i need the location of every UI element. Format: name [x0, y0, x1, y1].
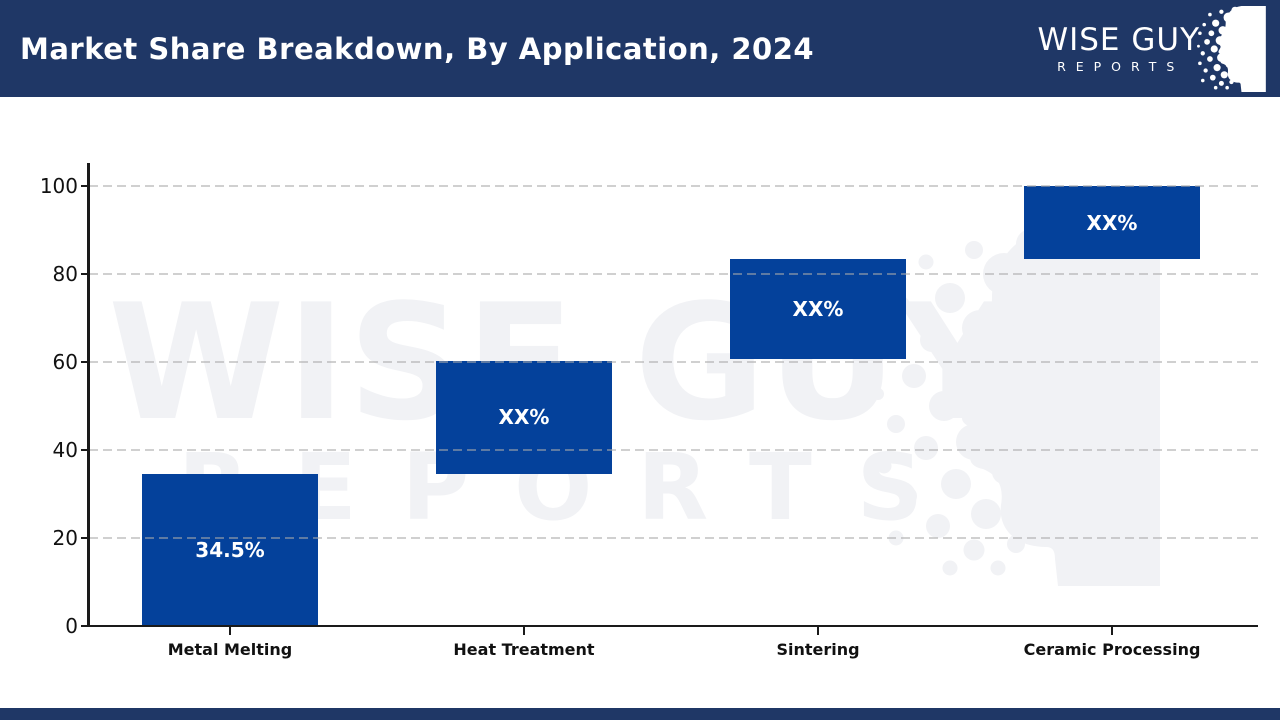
- logo-wordmark: WISE GUY REPORTS: [1037, 24, 1200, 74]
- y-tick: [81, 625, 89, 627]
- logo-text-reports: REPORTS: [1057, 58, 1185, 74]
- y-tick-label: 80: [52, 262, 78, 286]
- y-tick: [81, 537, 89, 539]
- y-tick: [81, 449, 89, 451]
- bar-value-label-heat-treatment: XX%: [498, 405, 550, 430]
- gridline-60: [89, 361, 1258, 363]
- bar-value-label-sintering: XX%: [792, 297, 844, 322]
- bar-value-label-ceramic-processing: XX%: [1086, 210, 1138, 235]
- x-category-label-metal-melting: Metal Melting: [167, 640, 293, 659]
- y-tick-label: 100: [39, 174, 78, 198]
- y-tick: [81, 273, 89, 275]
- y-axis: [87, 163, 90, 627]
- y-tick-label: 20: [52, 526, 78, 550]
- x-tick: [1111, 627, 1113, 635]
- gridline-80: [89, 273, 1258, 275]
- x-axis: [87, 624, 1258, 627]
- gridline-100: [89, 185, 1258, 187]
- y-tick: [81, 185, 89, 187]
- wiseguy-logo: WISE GUY REPORTS: [1037, 6, 1266, 92]
- bar-ceramic-processing: [1024, 186, 1200, 260]
- y-tick-label: 60: [52, 350, 78, 374]
- logo-text-wiseguy: WISE GUY: [1037, 22, 1200, 59]
- watermark-head-icon: [872, 226, 1160, 586]
- bar-metal-melting: [142, 474, 318, 626]
- y-tick-label: 0: [65, 614, 78, 638]
- x-tick: [817, 627, 819, 635]
- y-tick: [81, 361, 89, 363]
- footer-bar: [0, 708, 1280, 720]
- page-title: Market Share Breakdown, By Application, …: [20, 31, 815, 66]
- x-category-label-heat-treatment: Heat Treatment: [453, 640, 595, 659]
- gridline-20: [89, 537, 1258, 539]
- y-tick-label: 40: [52, 438, 78, 462]
- x-category-label-sintering: Sintering: [776, 640, 860, 659]
- gridline-40: [89, 449, 1258, 451]
- x-category-label-ceramic-processing: Ceramic Processing: [1023, 640, 1201, 659]
- head-profile-icon: [1197, 6, 1266, 92]
- bar-value-label-metal-melting: 34.5%: [195, 538, 265, 563]
- bar-heat-treatment: [436, 360, 612, 475]
- bar-sintering: [730, 259, 906, 360]
- header-bar: Market Share Breakdown, By Application, …: [0, 0, 1280, 97]
- x-tick: [523, 627, 525, 635]
- x-tick: [229, 627, 231, 635]
